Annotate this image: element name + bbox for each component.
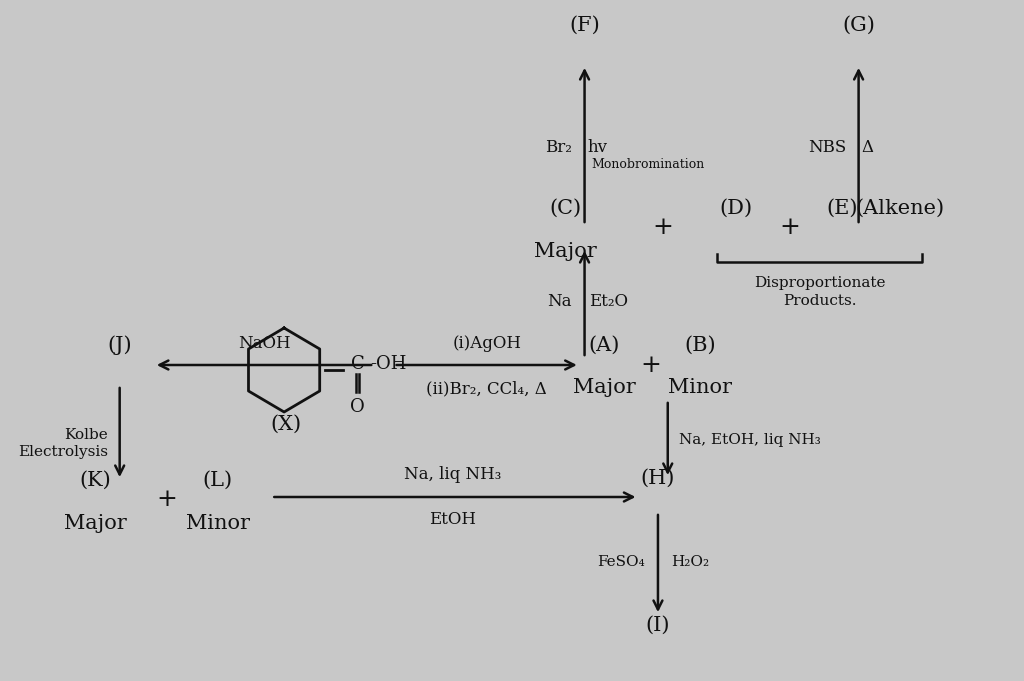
Text: H₂O₂: H₂O₂ [671, 555, 709, 569]
Text: Monobromination: Monobromination [592, 159, 705, 172]
Text: EtOH: EtOH [429, 511, 476, 528]
Text: hv: hv [588, 140, 607, 157]
Text: +: + [652, 217, 674, 240]
Text: (F): (F) [569, 16, 600, 35]
Text: (ii)Br₂, CCl₄, Δ: (ii)Br₂, CCl₄, Δ [426, 380, 547, 397]
Text: (L): (L) [203, 471, 232, 490]
Text: O: O [350, 398, 365, 416]
Text: Na: Na [548, 294, 571, 311]
Text: Kolbe: Kolbe [65, 428, 108, 442]
Text: Major: Major [534, 242, 596, 261]
Text: Na, liq NH₃: Na, liq NH₃ [403, 466, 501, 483]
Text: (I): (I) [646, 616, 671, 635]
Text: C: C [350, 355, 365, 373]
Text: (B): (B) [684, 336, 716, 355]
Text: (C): (C) [549, 199, 581, 218]
Text: (i)AgOH: (i)AgOH [453, 335, 521, 352]
Text: Minor: Minor [668, 378, 732, 397]
Text: (K): (K) [79, 471, 111, 490]
Text: (G): (G) [842, 16, 876, 35]
Text: Minor: Minor [185, 514, 250, 533]
Text: (X): (X) [270, 415, 302, 434]
Text: Δ: Δ [861, 140, 873, 157]
Text: NaOH: NaOH [239, 335, 291, 352]
Text: (J): (J) [108, 335, 132, 355]
Text: NBS: NBS [809, 140, 847, 157]
Text: (E): (E) [826, 199, 858, 218]
Text: (Alkene): (Alkene) [856, 199, 945, 218]
Text: Disproportionate: Disproportionate [754, 276, 885, 290]
Text: -OH: -OH [371, 355, 407, 373]
Text: (D): (D) [720, 199, 753, 218]
Text: +: + [779, 217, 801, 240]
Text: (A): (A) [589, 336, 620, 355]
Text: Products.: Products. [782, 294, 856, 308]
Text: Major: Major [63, 514, 127, 533]
Text: Major: Major [572, 378, 636, 397]
Text: (H): (H) [641, 469, 675, 488]
Text: Na, EtOH, liq NH₃: Na, EtOH, liq NH₃ [680, 433, 821, 447]
Text: +: + [157, 488, 177, 511]
Text: +: + [641, 353, 662, 377]
Text: Br₂: Br₂ [545, 140, 571, 157]
Text: Electrolysis: Electrolysis [18, 445, 108, 459]
Text: FeSO₄: FeSO₄ [597, 555, 645, 569]
Text: Et₂O: Et₂O [590, 294, 629, 311]
